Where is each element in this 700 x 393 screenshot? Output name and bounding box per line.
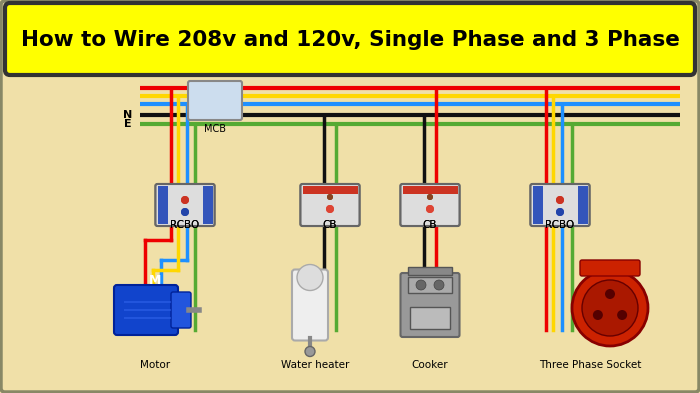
Bar (410, 307, 450, 329)
Circle shape (327, 194, 333, 200)
Bar (408, 267, 452, 275)
Text: M: M (149, 274, 161, 286)
FancyBboxPatch shape (400, 273, 459, 337)
Text: RCBO: RCBO (170, 220, 199, 230)
Text: Motor: Motor (140, 360, 170, 370)
Text: MCB: MCB (204, 124, 226, 134)
Text: CB: CB (323, 220, 337, 230)
Text: Three Phase Socket: Three Phase Socket (539, 360, 641, 370)
Circle shape (327, 194, 333, 200)
Circle shape (582, 280, 638, 336)
FancyBboxPatch shape (580, 260, 640, 276)
Circle shape (605, 289, 615, 299)
Circle shape (556, 196, 564, 204)
Bar (202, 186, 213, 224)
Circle shape (181, 208, 189, 216)
FancyBboxPatch shape (155, 184, 214, 226)
Circle shape (305, 347, 315, 356)
Bar (578, 186, 587, 224)
Circle shape (572, 270, 648, 346)
Bar (408, 277, 452, 293)
Bar (158, 186, 167, 224)
Bar (158, 186, 167, 224)
Text: RCBO: RCBO (170, 220, 199, 230)
Bar (302, 186, 358, 194)
Circle shape (593, 310, 603, 320)
Bar (202, 186, 213, 224)
Text: CB: CB (423, 220, 438, 230)
Bar (402, 186, 458, 194)
FancyBboxPatch shape (171, 292, 191, 328)
FancyBboxPatch shape (300, 184, 360, 226)
Text: CB: CB (423, 220, 438, 230)
FancyBboxPatch shape (531, 184, 589, 226)
Circle shape (617, 310, 627, 320)
FancyBboxPatch shape (400, 184, 459, 226)
Text: E: E (125, 119, 132, 129)
Circle shape (326, 205, 334, 213)
Circle shape (556, 208, 564, 216)
FancyBboxPatch shape (114, 285, 178, 335)
FancyBboxPatch shape (531, 184, 589, 226)
Text: CB: CB (323, 220, 337, 230)
Circle shape (426, 205, 434, 213)
Circle shape (556, 208, 564, 216)
Circle shape (427, 194, 433, 200)
Text: Water heater: Water heater (281, 360, 349, 370)
FancyBboxPatch shape (300, 184, 360, 226)
Text: Cooker: Cooker (412, 360, 448, 370)
Circle shape (426, 205, 434, 213)
Bar (533, 186, 542, 224)
Bar (578, 186, 587, 224)
Text: RCBO: RCBO (545, 220, 575, 230)
Circle shape (416, 280, 426, 290)
FancyBboxPatch shape (155, 184, 214, 226)
Bar (533, 186, 542, 224)
Circle shape (297, 264, 323, 290)
Circle shape (181, 208, 189, 216)
Bar (302, 186, 358, 194)
FancyBboxPatch shape (292, 270, 328, 340)
FancyBboxPatch shape (5, 3, 695, 75)
Circle shape (427, 194, 433, 200)
Bar (402, 186, 458, 194)
Circle shape (326, 205, 334, 213)
Circle shape (181, 196, 189, 204)
Text: How to Wire 208v and 120v, Single Phase and 3 Phase: How to Wire 208v and 120v, Single Phase … (20, 30, 680, 50)
Circle shape (434, 280, 444, 290)
Circle shape (181, 196, 189, 204)
Circle shape (556, 196, 564, 204)
Text: N: N (122, 110, 132, 120)
FancyBboxPatch shape (400, 184, 459, 226)
Text: RCBO: RCBO (545, 220, 575, 230)
FancyBboxPatch shape (188, 81, 242, 120)
